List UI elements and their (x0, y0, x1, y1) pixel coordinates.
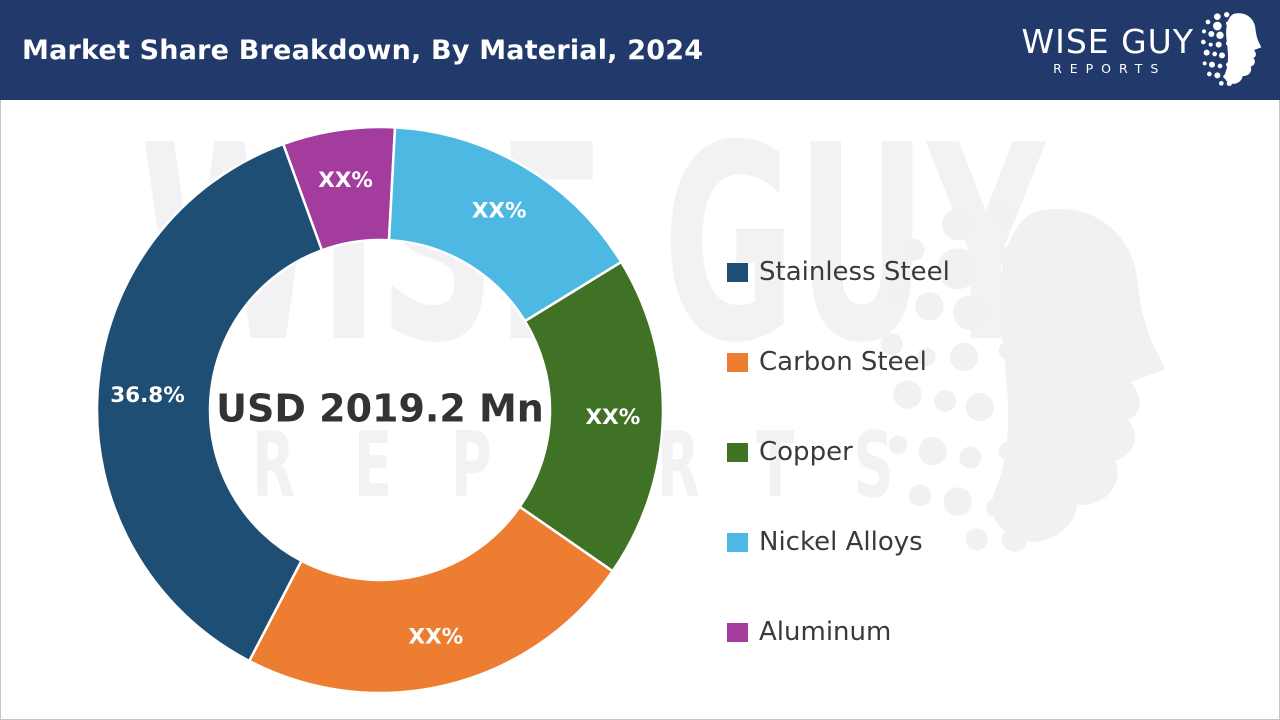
slice-label-aluminum: XX% (318, 168, 373, 193)
donut-center-value: USD 2019.2 Mn (216, 386, 544, 430)
legend-label: Stainless Steel (759, 257, 950, 287)
slice-label-stainless-steel: 36.8% (110, 383, 185, 408)
chart-legend: Stainless Steel Carbon Steel Copper Nick… (727, 252, 950, 702)
slice-carbon-steel (247, 505, 614, 695)
legend-swatch (727, 352, 748, 372)
slice-label-nickel-alloys: XX% (472, 198, 527, 223)
donut-slice-labels: XX% XX% XX% XX% 36.8% (110, 168, 640, 650)
legend-swatch (727, 622, 748, 642)
legend-swatch (727, 442, 748, 462)
logo-face-icon (1201, 12, 1262, 86)
legend-swatch (727, 532, 748, 552)
legend-item-stainless-steel: Stainless Steel (727, 252, 950, 292)
donut-slices (95, 125, 665, 695)
header-bar: Market Share Breakdown, By Material, 202… (0, 0, 1280, 100)
donut-chart: XX% XX% XX% XX% 36.8% USD 2019.2 Mn (95, 125, 665, 695)
logo-subtitle: REPORTS (1053, 60, 1167, 76)
slice-stainless-steel (95, 142, 324, 663)
page-title: Market Share Breakdown, By Material, 202… (22, 34, 704, 66)
legend-label: Aluminum (759, 617, 892, 647)
logo-wordmark: WISE GUY (1021, 21, 1194, 61)
logo-text: WISE GUY REPORTS (1021, 25, 1194, 76)
legend-item-copper: Copper (727, 432, 950, 472)
legend-swatch (727, 262, 748, 282)
legend-label: Carbon Steel (759, 347, 927, 377)
legend-item-aluminum: Aluminum (727, 612, 950, 652)
legend-item-carbon-steel: Carbon Steel (727, 342, 950, 382)
slice-label-copper: XX% (586, 405, 641, 430)
slice-label-carbon-steel: XX% (409, 625, 464, 650)
legend-label: Copper (759, 437, 853, 467)
slice-copper (518, 260, 665, 573)
wise-guy-reports-logo: WISE GUY REPORTS (1021, 0, 1264, 100)
legend-label: Nickel Alloys (759, 527, 923, 557)
legend-item-nickel-alloys: Nickel Alloys (727, 522, 950, 562)
